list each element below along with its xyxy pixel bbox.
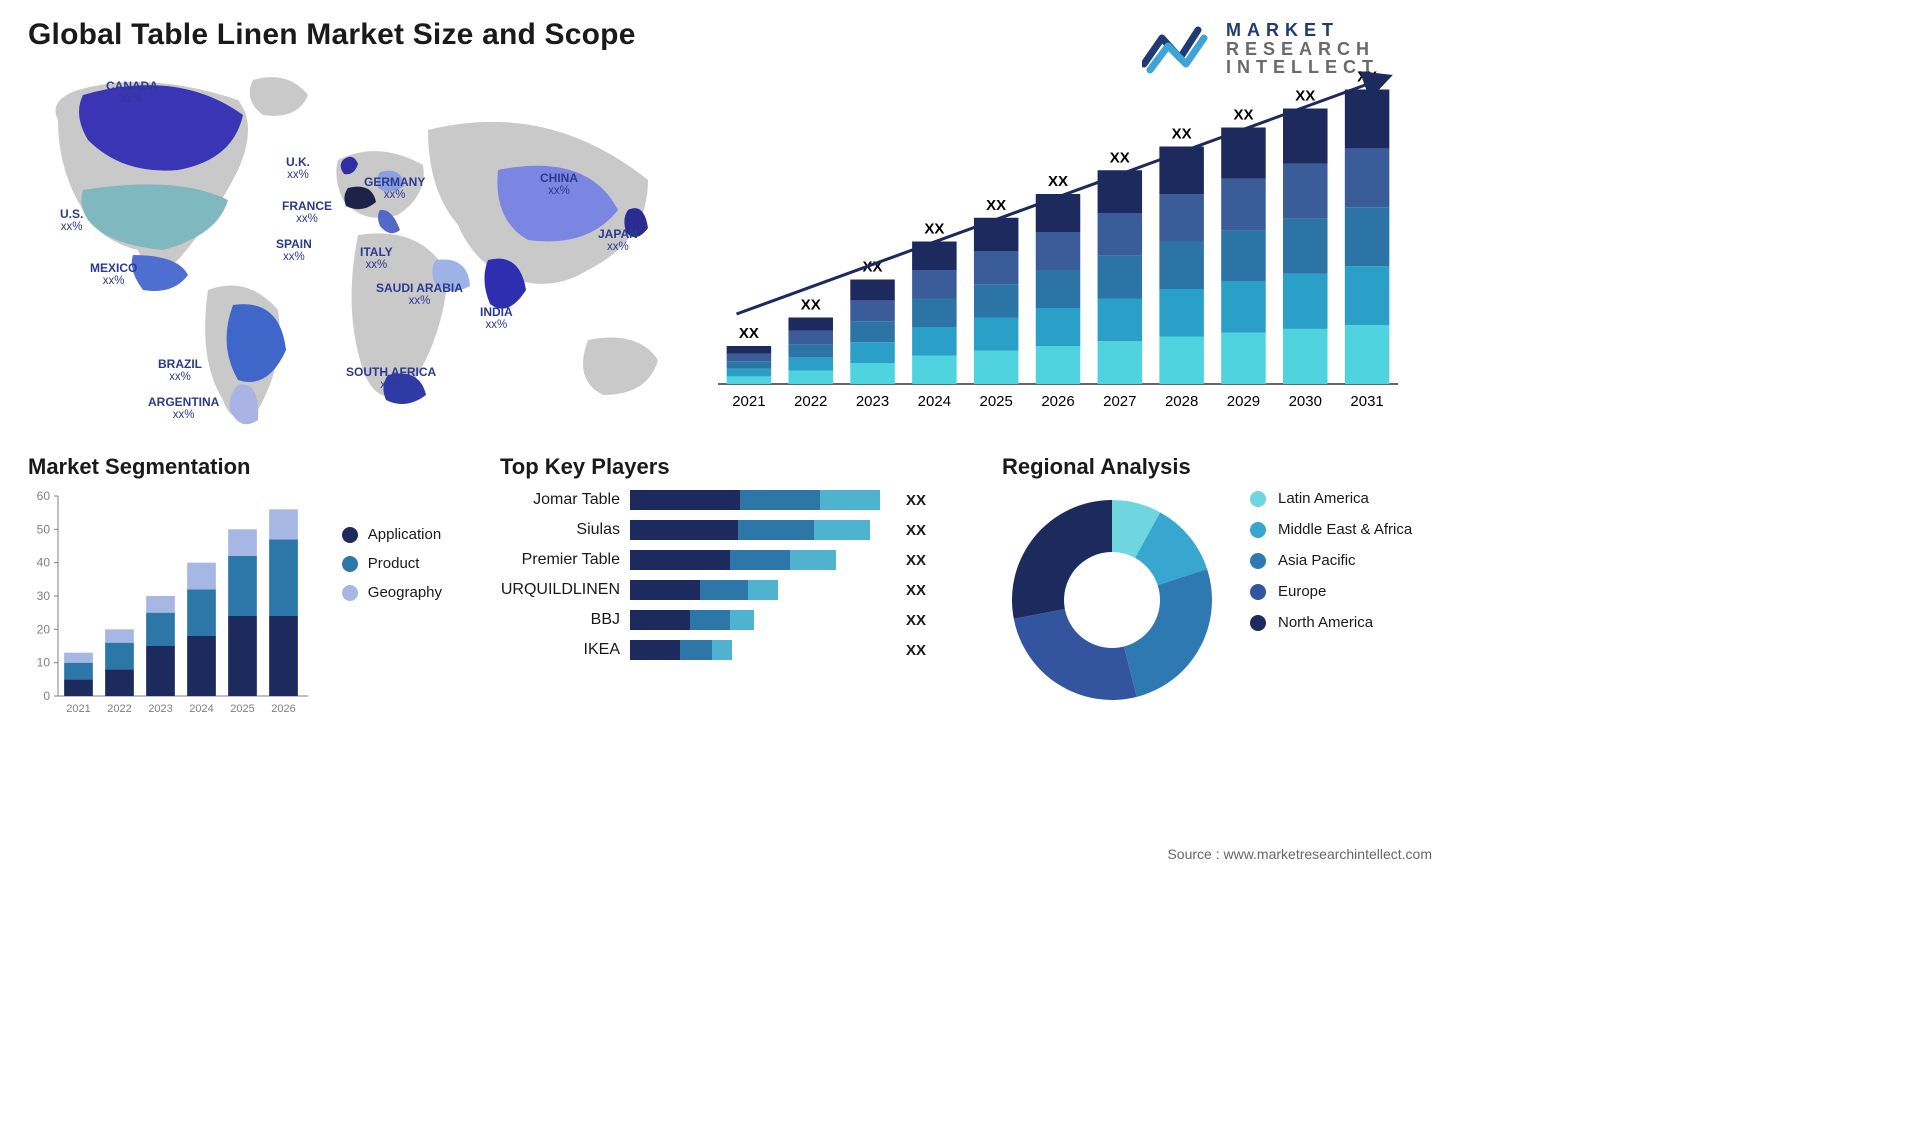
svg-text:10: 10: [37, 656, 51, 670]
svg-text:2021: 2021: [66, 703, 90, 715]
svg-text:2031: 2031: [1350, 393, 1383, 410]
map-label-china: CHINAxx%: [540, 172, 578, 197]
svg-text:XX: XX: [1110, 149, 1130, 166]
svg-text:2029: 2029: [1227, 393, 1260, 410]
player-name: IKEA: [500, 641, 630, 659]
player-value: XX: [900, 582, 940, 599]
svg-text:2024: 2024: [189, 703, 213, 715]
regional-legend-item: Middle East & Africa: [1250, 521, 1412, 538]
svg-text:2022: 2022: [794, 393, 827, 410]
player-name: BBJ: [500, 611, 630, 629]
map-label-france: FRANCExx%: [282, 200, 332, 225]
map-label-canada: CANADAxx%: [106, 80, 158, 105]
svg-text:2024: 2024: [918, 393, 951, 410]
svg-text:XX: XX: [1295, 88, 1315, 105]
svg-text:40: 40: [37, 556, 51, 570]
map-label-brazil: BRAZILxx%: [158, 358, 202, 383]
svg-text:XX: XX: [801, 297, 821, 314]
logo-text-2: RESEARCH: [1226, 40, 1379, 59]
player-value: XX: [900, 642, 940, 659]
map-label-japan: JAPANxx%: [598, 228, 638, 253]
regional-legend-item: Asia Pacific: [1250, 552, 1412, 569]
svg-text:2030: 2030: [1289, 393, 1322, 410]
player-name: Premier Table: [500, 551, 630, 569]
svg-text:2025: 2025: [230, 703, 254, 715]
regional-legend-item: North America: [1250, 614, 1412, 631]
svg-text:0: 0: [43, 689, 50, 703]
svg-text:20: 20: [37, 622, 51, 636]
map-label-south_africa: SOUTH AFRICAxx%: [346, 366, 436, 391]
svg-text:2028: 2028: [1165, 393, 1198, 410]
svg-text:XX: XX: [1233, 107, 1253, 124]
svg-text:XX: XX: [924, 221, 944, 238]
map-label-saudi: SAUDI ARABIAxx%: [376, 282, 463, 307]
svg-text:2021: 2021: [732, 393, 765, 410]
growth-bar-chart: XX 2021 XX 2022 XX 2023 XX 2024 XX 2025 XX 2026 XX 20…: [708, 60, 1432, 430]
player-value: XX: [900, 492, 940, 509]
svg-text:30: 30: [37, 589, 51, 603]
regional-legend: Latin America Middle East & Africa Asia Pa…: [1250, 490, 1412, 645]
svg-text:XX: XX: [986, 197, 1006, 214]
player-value: XX: [900, 522, 940, 539]
key-players-chart: Jomar Table XX Siulas XX Premier Table XX URQU…: [500, 490, 940, 660]
svg-text:2025: 2025: [979, 393, 1012, 410]
svg-text:60: 60: [37, 490, 51, 503]
svg-text:XX: XX: [1172, 126, 1192, 143]
segmentation-legend-item: Application: [342, 526, 442, 543]
svg-text:2026: 2026: [271, 703, 295, 715]
regional-donut-chart: [1002, 490, 1222, 710]
segmentation-chart: 0 10 20 30 40 50 60 2021 2022 2023 2024 2025 2026 Ap…: [28, 490, 448, 750]
map-label-india: INDIAxx%: [480, 306, 513, 331]
segmentation-title: Market Segmentation: [28, 454, 468, 480]
map-label-argentina: ARGENTINAxx%: [148, 396, 219, 421]
svg-text:2026: 2026: [1041, 393, 1074, 410]
player-bar: [630, 640, 900, 660]
logo-text-1: MARKET: [1226, 21, 1379, 40]
map-label-uk: U.K.xx%: [286, 156, 310, 181]
player-bar: [630, 550, 900, 570]
player-bar: [630, 520, 900, 540]
map-label-spain: SPAINxx%: [276, 238, 312, 263]
player-name: Siulas: [500, 521, 630, 539]
player-value: XX: [900, 612, 940, 629]
svg-text:XX: XX: [739, 325, 759, 342]
regional-legend-item: Europe: [1250, 583, 1412, 600]
map-label-mexico: MEXICOxx%: [90, 262, 137, 287]
svg-text:2027: 2027: [1103, 393, 1136, 410]
world-map-panel: CANADAxx% U.S.xx% MEXICOxx% BRAZILxx% ARGENT…: [28, 60, 678, 430]
map-label-italy: ITALYxx%: [360, 246, 393, 271]
map-label-germany: GERMANYxx%: [364, 176, 425, 201]
regional-legend-item: Latin America: [1250, 490, 1412, 507]
map-label-us: U.S.xx%: [60, 208, 83, 233]
source-attribution: Source : www.marketresearchintellect.com: [1167, 846, 1432, 862]
player-name: Jomar Table: [500, 491, 630, 509]
player-value: XX: [900, 552, 940, 569]
svg-text:XX: XX: [1048, 173, 1068, 190]
segmentation-legend: Application Product Geography: [342, 526, 442, 613]
player-bar: [630, 490, 900, 510]
svg-text:50: 50: [37, 522, 51, 536]
segmentation-legend-item: Product: [342, 555, 442, 572]
key-players-title: Top Key Players: [500, 454, 970, 480]
player-name: URQUILDLINEN: [500, 581, 630, 599]
regional-title: Regional Analysis: [1002, 454, 1432, 480]
player-bar: [630, 580, 900, 600]
player-bar: [630, 610, 900, 630]
svg-text:2022: 2022: [107, 703, 131, 715]
svg-text:2023: 2023: [856, 393, 889, 410]
svg-text:2023: 2023: [148, 703, 172, 715]
segmentation-legend-item: Geography: [342, 584, 442, 601]
